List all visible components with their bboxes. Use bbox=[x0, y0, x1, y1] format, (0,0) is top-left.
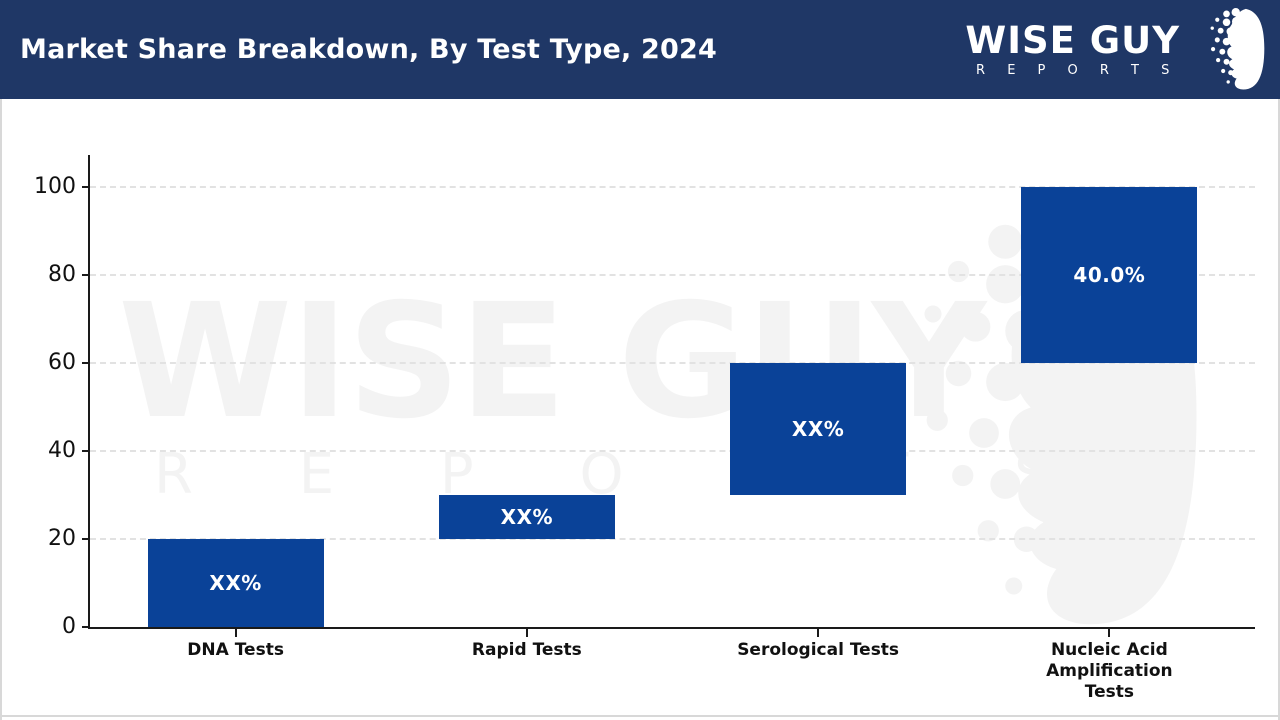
x-tick-mark-1 bbox=[525, 629, 528, 637]
gridline-20 bbox=[90, 538, 1255, 540]
header: Market Share Breakdown, By Test Type, 20… bbox=[0, 0, 1280, 99]
x-tick-mark-2 bbox=[817, 629, 820, 637]
y-tick-label-40: 40 bbox=[48, 438, 76, 463]
y-tick-mark-100 bbox=[82, 186, 90, 188]
x-tick-label-3: Nucleic Acid Amplification Tests bbox=[1046, 640, 1173, 702]
logo-text: WISE GUY R E P O R T S bbox=[965, 22, 1180, 77]
bar-rapid-tests: XX% bbox=[438, 495, 615, 539]
y-tick-mark-40 bbox=[82, 450, 90, 452]
y-tick-label-20: 20 bbox=[48, 526, 76, 551]
x-tick-mark-3 bbox=[1108, 629, 1111, 637]
y-tick-label-100: 100 bbox=[34, 174, 76, 199]
head-dots-icon bbox=[1182, 7, 1266, 93]
gridline-100 bbox=[90, 186, 1255, 188]
y-tick-mark-80 bbox=[82, 274, 90, 276]
bar-value-label: XX% bbox=[500, 505, 554, 529]
wiseguy-logo: WISE GUY R E P O R T S bbox=[965, 7, 1266, 93]
y-axis-spine bbox=[88, 155, 90, 629]
x-tick-label-2: Serological Tests bbox=[737, 640, 900, 660]
bar-value-label: 40.0% bbox=[1073, 263, 1146, 287]
logo-wiseguy-label: WISE GUY bbox=[965, 19, 1180, 62]
gridline-60 bbox=[90, 362, 1255, 364]
y-tick-mark-20 bbox=[82, 538, 90, 540]
bar-serological-tests: XX% bbox=[730, 363, 907, 495]
x-axis-spine bbox=[88, 627, 1255, 629]
bar-dna-tests: XX% bbox=[147, 539, 324, 627]
bar-nucleic-acid-amplification-tests: 40.0% bbox=[1021, 187, 1198, 363]
gridline-40 bbox=[90, 450, 1255, 452]
bar-value-label: XX% bbox=[791, 417, 845, 441]
gridline-80 bbox=[90, 274, 1255, 276]
y-tick-label-80: 80 bbox=[48, 262, 76, 287]
page-title: Market Share Breakdown, By Test Type, 20… bbox=[20, 34, 718, 65]
y-tick-label-60: 60 bbox=[48, 350, 76, 375]
logo-reports-label: R E P O R T S bbox=[976, 63, 1179, 78]
bar-value-label: XX% bbox=[209, 571, 262, 595]
y-tick-mark-60 bbox=[82, 362, 90, 364]
y-tick-label-0: 0 bbox=[62, 614, 76, 639]
x-tick-label-0: DNA Tests bbox=[187, 640, 284, 660]
x-tick-label-1: Rapid Tests bbox=[471, 640, 582, 660]
y-tick-mark-0 bbox=[82, 626, 90, 628]
x-tick-mark-0 bbox=[234, 629, 237, 637]
